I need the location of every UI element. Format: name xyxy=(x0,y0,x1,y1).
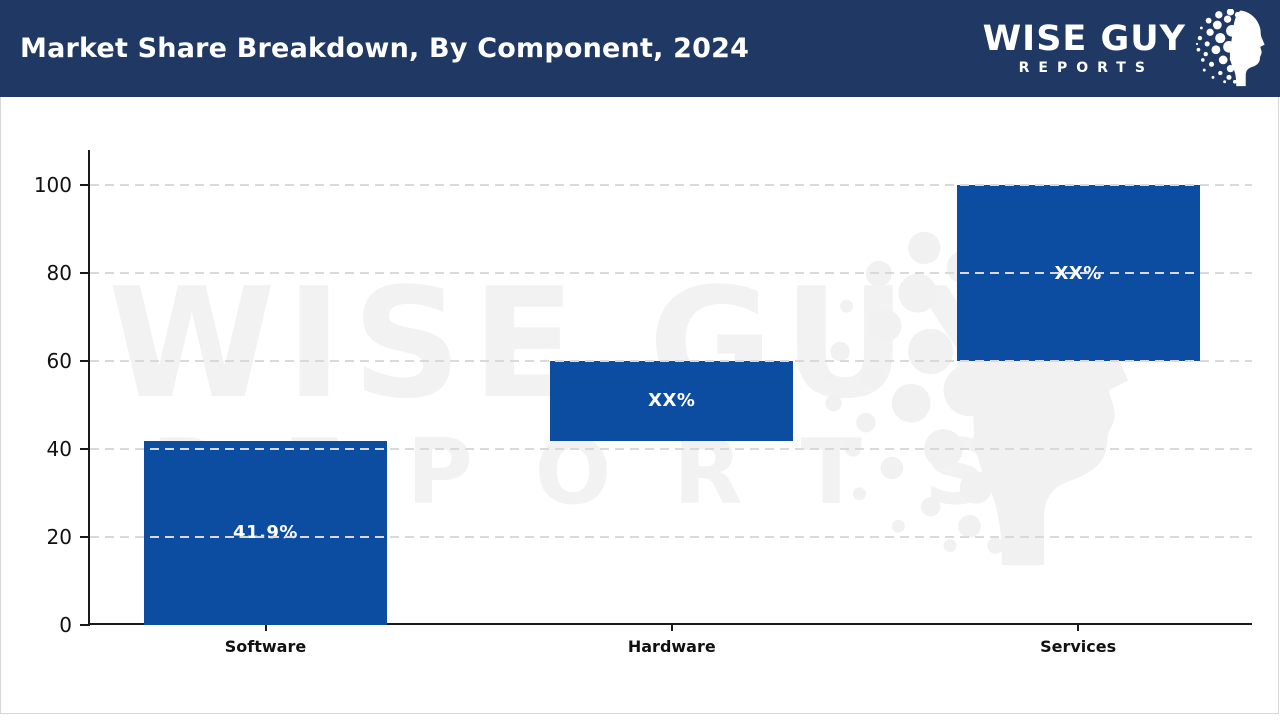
gridline-40 xyxy=(90,448,1252,450)
x-axis-tick xyxy=(264,623,267,631)
y-axis-tick-label: 20 xyxy=(46,525,72,549)
plot-area: 0 20 40 60 80 100 41.9% Software XX% Hardware XX% S… xyxy=(34,150,1252,656)
y-axis-tick xyxy=(80,184,90,186)
gridline-80 xyxy=(90,272,1252,274)
gridline-60 xyxy=(90,360,1252,362)
y-axis-tick xyxy=(80,536,90,538)
y-axis-tick-label: 60 xyxy=(46,349,72,373)
gridline-100 xyxy=(90,184,1252,186)
bar-hardware: XX% xyxy=(550,361,794,441)
y-axis-tick-label: 40 xyxy=(46,437,72,461)
chart-title: Market Share Breakdown, By Component, 20… xyxy=(20,33,750,64)
header-bar: Market Share Breakdown, By Component, 20… xyxy=(0,0,1280,97)
y-axis-tick xyxy=(80,360,90,362)
x-axis-tick xyxy=(1077,623,1080,631)
x-axis-label-hardware: Hardware xyxy=(627,637,716,656)
y-axis-tick-label: 100 xyxy=(33,173,72,197)
brand-subname: REPORTS xyxy=(1018,59,1154,76)
brand-head-icon xyxy=(1195,8,1265,86)
bar-value-label: 41.9% xyxy=(233,522,298,544)
brand-logo-text: WISE GUY REPORTS xyxy=(982,18,1186,76)
x-axis-label-services: Services xyxy=(1040,637,1117,656)
bar-value-label: XX% xyxy=(648,390,696,412)
y-axis-tick-label: 0 xyxy=(59,613,72,637)
brand-name: WISE GUY xyxy=(982,18,1186,59)
y-axis-tick-label: 80 xyxy=(46,261,72,285)
bar-software: 41.9% xyxy=(144,440,387,625)
y-axis-tick xyxy=(80,272,90,274)
x-axis-label-software: Software xyxy=(224,637,307,656)
x-axis-tick xyxy=(670,623,673,631)
y-axis-tick xyxy=(80,448,90,450)
gridline-20 xyxy=(90,536,1252,538)
brand-logo: WISE GUY REPORTS xyxy=(982,8,1280,89)
y-axis-tick xyxy=(80,624,90,626)
